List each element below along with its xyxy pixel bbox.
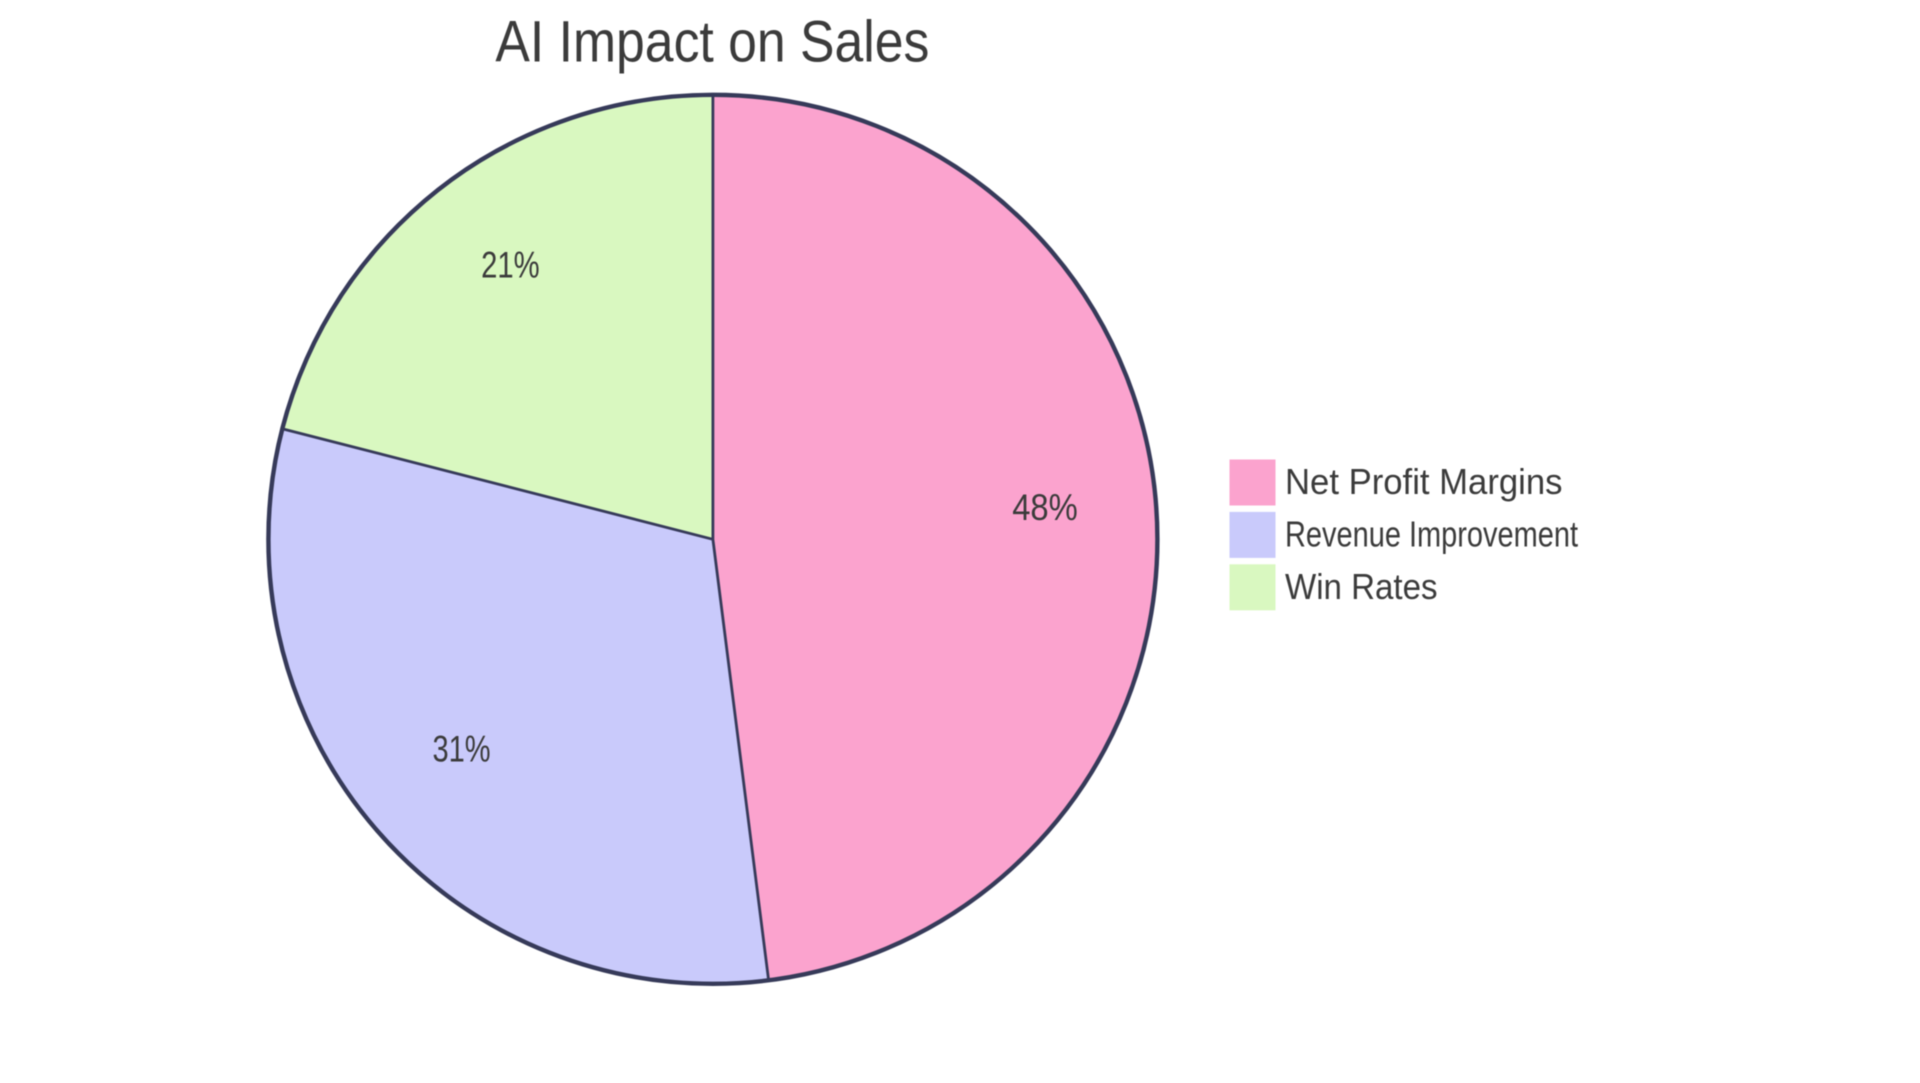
svg-text:48%: 48% bbox=[1012, 487, 1078, 528]
svg-text:Win Rates: Win Rates bbox=[1285, 566, 1438, 607]
svg-text:Revenue Improvement: Revenue Improvement bbox=[1285, 513, 1578, 554]
svg-text:31%: 31% bbox=[432, 729, 490, 770]
svg-text:21%: 21% bbox=[481, 245, 540, 286]
svg-text:AI Impact on Sales: AI Impact on Sales bbox=[495, 10, 929, 75]
svg-text:Net Profit Margins: Net Profit Margins bbox=[1285, 461, 1563, 502]
